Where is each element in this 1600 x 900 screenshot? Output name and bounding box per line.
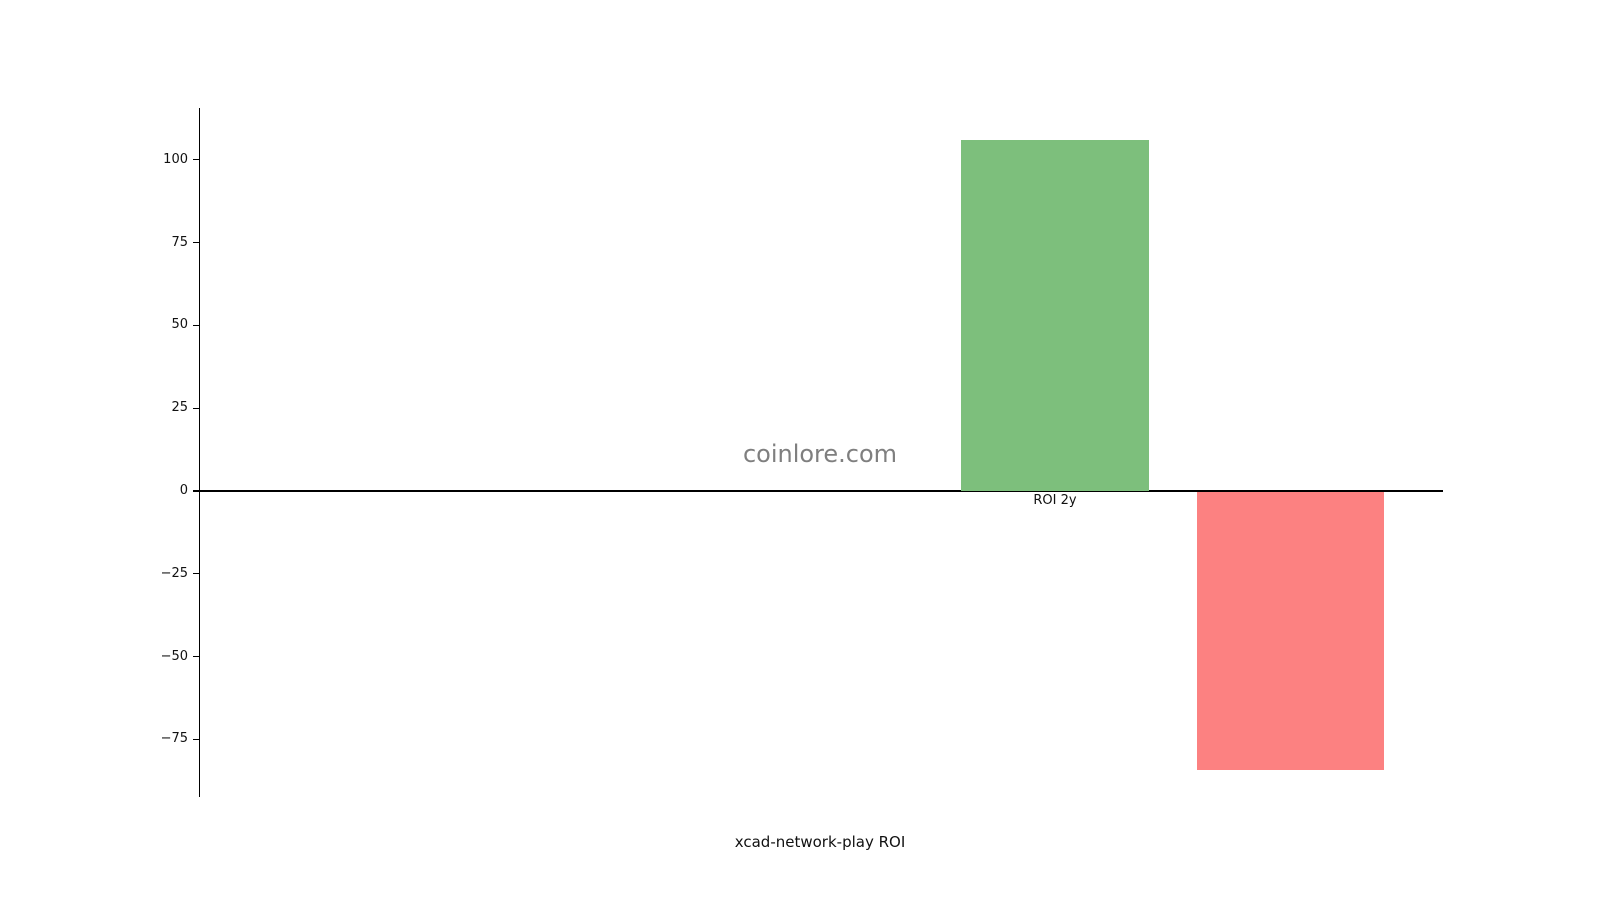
x-tick-label: ROI 2y xyxy=(1033,492,1077,508)
x-axis-zero-line xyxy=(199,490,1443,492)
y-tick-label: −75 xyxy=(160,731,188,747)
y-tick-label: −50 xyxy=(160,648,188,664)
y-tick-label: 25 xyxy=(171,400,188,416)
y-axis-spine xyxy=(198,108,200,797)
positive-roi-bar xyxy=(961,139,1149,491)
y-tick-mark xyxy=(192,242,199,244)
chart-title: xcad-network-play ROI xyxy=(734,833,906,851)
y-tick-mark xyxy=(192,159,199,161)
y-tick-label: 50 xyxy=(171,317,188,333)
y-tick-label: −25 xyxy=(160,565,188,581)
y-tick-mark xyxy=(192,407,199,409)
y-tick-label: 0 xyxy=(179,483,188,498)
y-tick-label: 100 xyxy=(163,151,188,167)
y-tick-mark xyxy=(192,573,199,575)
y-tick-mark xyxy=(192,738,199,740)
y-tick-mark xyxy=(192,490,199,492)
y-tick-label: 75 xyxy=(171,234,188,250)
watermark: coinlore.com xyxy=(742,440,898,468)
negative-roi-bar xyxy=(1197,492,1384,771)
y-tick-mark xyxy=(192,324,199,326)
y-tick-mark xyxy=(192,656,199,658)
